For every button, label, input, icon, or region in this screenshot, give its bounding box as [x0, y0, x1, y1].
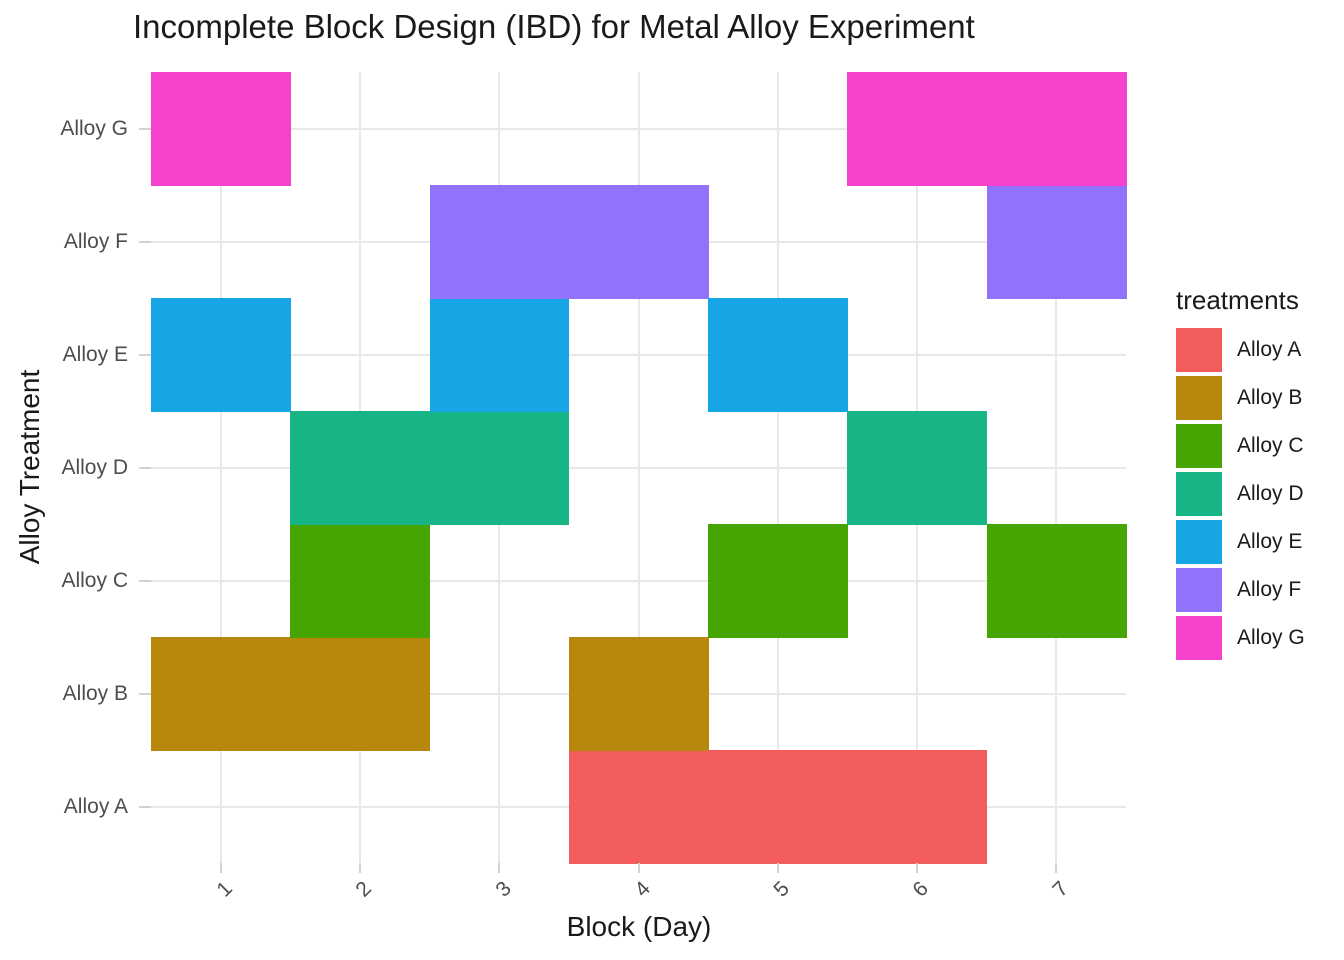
x-tick-4 — [637, 863, 640, 873]
x-tick-7 — [1055, 863, 1058, 873]
chart-title: Incomplete Block Design (IBD) for Metal … — [133, 8, 975, 45]
legend-item-alloy-f: Alloy F — [1176, 568, 1305, 612]
y-tick-label-alloy-g: Alloy G — [60, 116, 128, 140]
tile-block-2-alloy-c — [290, 524, 431, 638]
legend-swatch-alloy-d — [1176, 472, 1222, 516]
x-tick-label-4: 4 — [630, 877, 655, 902]
legend-item-alloy-d: Alloy D — [1176, 472, 1305, 516]
gridline-y-alloy-d — [151, 466, 1126, 469]
tile-block-3-alloy-d — [429, 411, 570, 525]
y-tick-label-alloy-c: Alloy C — [61, 568, 128, 592]
x-tick-5 — [776, 863, 779, 873]
y-tick-label-alloy-e: Alloy E — [62, 342, 128, 366]
tile-block-2-alloy-b — [290, 637, 431, 751]
x-tick-3 — [498, 863, 501, 873]
y-tick-label-alloy-f: Alloy F — [63, 229, 128, 253]
tile-block-5-alloy-a — [708, 750, 849, 864]
y-tick-label-alloy-b: Alloy B — [62, 681, 128, 705]
tile-block-1-alloy-e — [151, 298, 291, 412]
y-tick-alloy-d — [139, 466, 151, 469]
legend-label-alloy-f: Alloy F — [1237, 578, 1302, 601]
x-tick-label-2: 2 — [351, 877, 377, 902]
legend-item-alloy-g: Alloy G — [1176, 616, 1305, 660]
x-tick-label-3: 3 — [490, 877, 516, 902]
gridline-y-alloy-g — [151, 127, 1126, 130]
tile-block-4-alloy-b — [568, 637, 709, 751]
legend-label-alloy-d: Alloy D — [1237, 482, 1304, 505]
x-tick-label-5: 5 — [769, 877, 795, 902]
legend-label-alloy-a: Alloy A — [1237, 338, 1302, 361]
legend-item-alloy-a: Alloy A — [1176, 328, 1305, 372]
legend-swatch-alloy-a — [1176, 328, 1222, 372]
legend-swatch-alloy-c — [1176, 424, 1222, 468]
y-tick-alloy-e — [139, 353, 151, 356]
legend-item-alloy-c: Alloy C — [1176, 424, 1305, 468]
legend-label-alloy-g: Alloy G — [1237, 626, 1305, 649]
gridline-y-alloy-c — [151, 579, 1126, 582]
legend-label-alloy-e: Alloy E — [1237, 530, 1303, 553]
tile-block-1-alloy-b — [151, 637, 291, 751]
y-tick-alloy-b — [139, 692, 151, 695]
y-tick-alloy-g — [139, 127, 151, 130]
plot-panel — [151, 72, 1127, 864]
tile-block-6-alloy-a — [847, 750, 988, 864]
tile-block-5-alloy-c — [708, 524, 849, 638]
x-tick-2 — [358, 863, 361, 873]
legend-swatch-alloy-f — [1176, 568, 1222, 612]
legend-items: Alloy A Alloy B Alloy C Alloy D Alloy E Alloy… — [1176, 328, 1305, 660]
legend-item-alloy-b: Alloy B — [1176, 376, 1305, 420]
legend-title: treatments — [1176, 285, 1299, 315]
y-tick-label-alloy-a: Alloy A — [63, 794, 128, 818]
x-tick-1 — [219, 863, 222, 873]
tile-block-4-alloy-f — [568, 185, 709, 299]
tile-block-3-alloy-e — [429, 298, 570, 412]
legend-label-alloy-c: Alloy C — [1237, 434, 1304, 457]
legend-item-alloy-e: Alloy E — [1176, 520, 1305, 564]
tile-block-3-alloy-f — [429, 185, 570, 299]
tile-block-7-alloy-f — [986, 185, 1127, 299]
legend-swatch-alloy-e — [1176, 520, 1222, 564]
y-tick-label-alloy-d: Alloy D — [61, 455, 128, 479]
x-tick-label-7: 7 — [1048, 877, 1073, 902]
tile-block-1-alloy-g — [151, 72, 291, 186]
x-tick-6 — [916, 863, 919, 873]
tile-block-5-alloy-e — [708, 298, 849, 412]
legend-label-alloy-b: Alloy B — [1237, 386, 1303, 409]
legend-swatch-alloy-g — [1176, 616, 1222, 660]
x-tick-label-6: 6 — [908, 877, 934, 902]
tile-block-7-alloy-c — [986, 524, 1127, 638]
tile-block-6-alloy-g — [847, 72, 988, 186]
x-axis-title: Block (Day) — [566, 911, 712, 942]
tile-block-2-alloy-d — [290, 411, 431, 525]
y-tick-alloy-a — [139, 805, 151, 808]
tile-block-4-alloy-a — [568, 750, 709, 864]
x-tick-label-1: 1 — [212, 877, 237, 902]
y-tick-alloy-c — [139, 579, 151, 582]
tile-block-7-alloy-g — [986, 72, 1127, 186]
y-tick-alloy-f — [139, 240, 151, 243]
legend-swatch-alloy-b — [1176, 376, 1222, 420]
gridline-y-alloy-e — [151, 353, 1126, 356]
tile-block-6-alloy-d — [847, 411, 988, 525]
